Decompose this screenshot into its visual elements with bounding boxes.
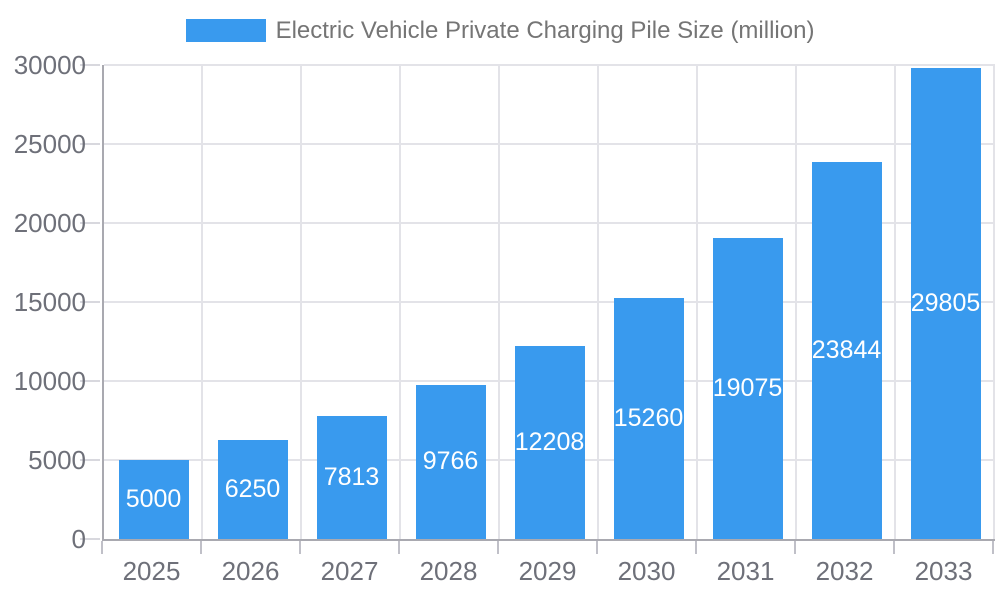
y-axis-tick [80, 64, 100, 66]
bar-value-label: 29805 [910, 289, 981, 318]
x-gridline [498, 65, 500, 539]
y-axis-tick-label: 30000 [13, 50, 86, 80]
bar-value-label: 19075 [712, 373, 783, 402]
bar-value-label: 15260 [613, 403, 684, 432]
y-axis-tick-label: 20000 [13, 208, 86, 238]
x-axis-tick-label: 2026 [221, 556, 280, 586]
x-axis-tick-label: 2028 [419, 556, 478, 586]
y-axis-tick [80, 459, 100, 461]
x-axis-tick [695, 541, 697, 554]
x-gridline [795, 65, 797, 539]
y-axis-tick [80, 301, 100, 303]
bar-value-label: 23844 [811, 336, 882, 365]
x-axis-tick [398, 541, 400, 554]
x-gridline [300, 65, 302, 539]
x-gridline [993, 65, 995, 539]
bar-2027: 7813 [316, 415, 387, 539]
x-axis-tick [596, 541, 598, 554]
x-axis-tick-label: 2029 [518, 556, 577, 586]
y-axis-tick [80, 143, 100, 145]
y-axis-tick-label: 25000 [13, 129, 86, 159]
x-axis-tick [299, 541, 301, 554]
y-axis-tick-label: 0 [71, 524, 86, 554]
bar-2026: 6250 [217, 440, 288, 539]
x-gridline [894, 65, 896, 539]
bar-2028: 9766 [415, 384, 486, 539]
x-axis-tick-label: 2031 [716, 556, 775, 586]
bar-value-label: 7813 [323, 462, 380, 491]
y-gridline [104, 301, 995, 303]
y-gridline [104, 222, 995, 224]
plot-area: 5000 6250 7813 9766 12208 15260 19075 23844 2980… [102, 64, 995, 541]
x-axis-tick-label: 2032 [815, 556, 874, 586]
x-axis-tick [497, 541, 499, 554]
y-gridline [104, 143, 995, 145]
bar-2029: 12208 [514, 346, 585, 539]
x-gridline [696, 65, 698, 539]
x-axis-tick-label: 2033 [914, 556, 973, 586]
x-axis-tick [893, 541, 895, 554]
x-axis-tick [794, 541, 796, 554]
x-gridline [399, 65, 401, 539]
y-axis-tick-label: 5000 [28, 445, 86, 475]
x-axis-tick [992, 541, 994, 554]
bar-value-label: 6250 [224, 475, 281, 504]
y-axis-tick [80, 222, 100, 224]
bar-2025: 5000 [118, 460, 189, 539]
bar-2032: 23844 [811, 162, 882, 539]
x-axis-tick-label: 2025 [122, 556, 181, 586]
bar-value-label: 5000 [125, 485, 182, 513]
legend-swatch[interactable] [185, 19, 266, 42]
y-gridline [104, 64, 995, 66]
x-gridline [597, 65, 599, 539]
x-axis-tick [200, 541, 202, 554]
bar-value-label: 12208 [514, 428, 585, 457]
x-gridline [201, 65, 203, 539]
y-axis-tick [80, 380, 100, 382]
bar-2033: 29805 [910, 68, 981, 539]
x-axis-tick-label: 2030 [617, 556, 676, 586]
x-axis-tick-label: 2027 [320, 556, 379, 586]
bar-2031: 19075 [712, 237, 783, 539]
legend: Electric Vehicle Private Charging Pile S… [0, 14, 1000, 47]
bar-value-label: 9766 [422, 447, 479, 476]
x-axis-tick [101, 541, 103, 554]
y-axis-tick [80, 538, 100, 540]
bar-2030: 15260 [613, 297, 684, 539]
y-axis-tick-label: 15000 [13, 287, 86, 317]
legend-item-label[interactable]: Electric Vehicle Private Charging Pile S… [275, 17, 815, 44]
y-axis-tick-label: 10000 [13, 366, 86, 396]
